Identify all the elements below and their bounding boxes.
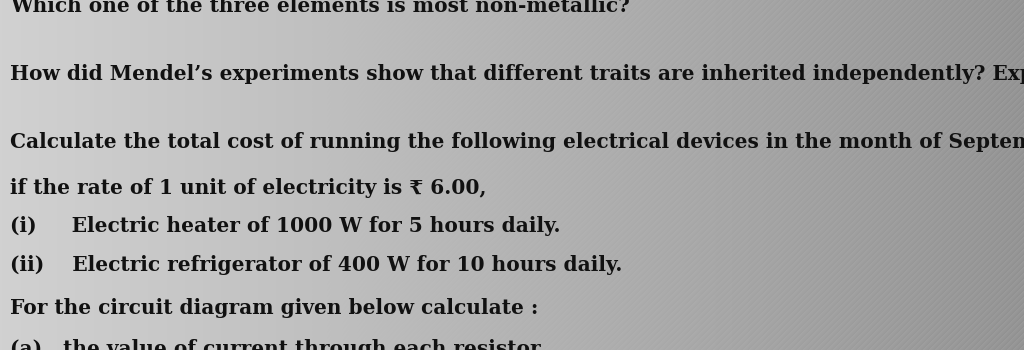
Text: (i)     Electric heater of 1000 W for 5 hours daily.: (i) Electric heater of 1000 W for 5 hour…	[10, 216, 561, 236]
Text: Which one of the three elements is most non-metallic?: Which one of the three elements is most …	[10, 0, 630, 16]
Text: For the circuit diagram given below calculate :: For the circuit diagram given below calc…	[10, 299, 539, 318]
Text: if the rate of 1 unit of electricity is ₹ 6.00,: if the rate of 1 unit of electricity is …	[10, 178, 486, 198]
Text: (ii)    Electric refrigerator of 400 W for 10 hours daily.: (ii) Electric refrigerator of 400 W for …	[10, 255, 623, 275]
Text: How did Mendel’s experiments show that different traits are inherited independen: How did Mendel’s experiments show that d…	[10, 64, 1024, 84]
Text: Calculate the total cost of running the following electrical devices in the mont: Calculate the total cost of running the …	[10, 132, 1024, 152]
Text: (a)   the value of current through each resistor.: (a) the value of current through each re…	[10, 339, 546, 350]
